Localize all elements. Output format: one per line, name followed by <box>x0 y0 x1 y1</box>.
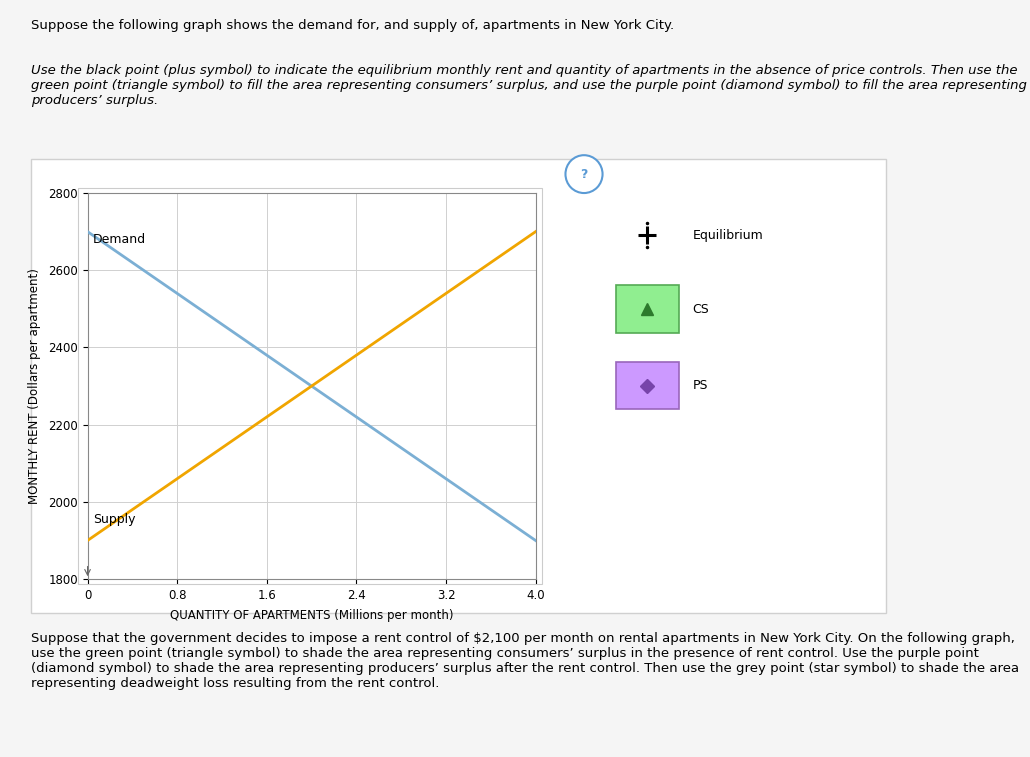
Text: CS: CS <box>692 303 710 316</box>
X-axis label: QUANTITY OF APARTMENTS (Millions per month): QUANTITY OF APARTMENTS (Millions per mon… <box>170 609 453 621</box>
FancyBboxPatch shape <box>616 362 679 410</box>
Text: Suppose that the government decides to impose a rent control of $2,100 per month: Suppose that the government decides to i… <box>31 632 1019 690</box>
Y-axis label: MONTHLY RENT (Dollars per apartment): MONTHLY RENT (Dollars per apartment) <box>28 268 41 504</box>
Text: Suppose the following graph shows the demand for, and supply of, apartments in N: Suppose the following graph shows the de… <box>31 19 674 32</box>
Text: ?: ? <box>580 167 588 181</box>
Text: Equilibrium: Equilibrium <box>692 229 763 241</box>
Text: Demand: Demand <box>93 233 146 246</box>
Text: Use the black point (plus symbol) to indicate the equilibrium monthly rent and q: Use the black point (plus symbol) to ind… <box>31 64 1027 107</box>
Text: PS: PS <box>692 379 708 392</box>
Text: Supply: Supply <box>93 513 136 526</box>
FancyBboxPatch shape <box>616 285 679 332</box>
